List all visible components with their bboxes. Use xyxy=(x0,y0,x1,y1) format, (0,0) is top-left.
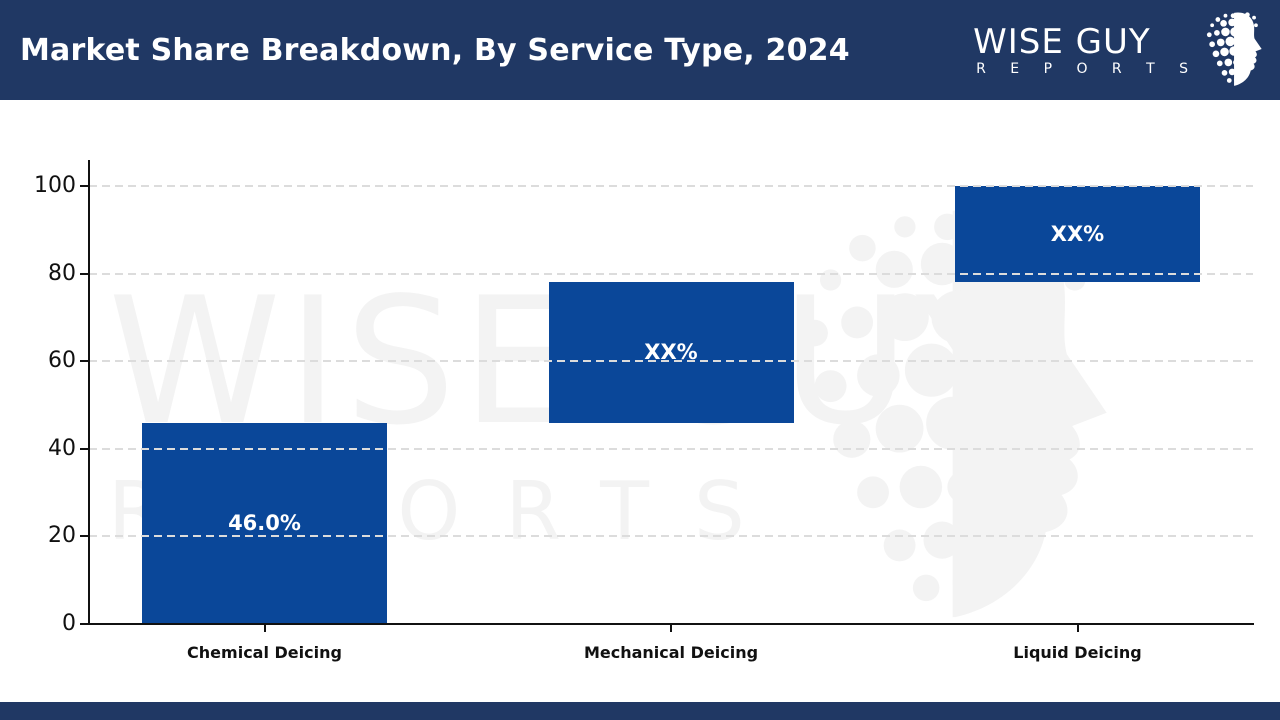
bar-value-label-2: XX% xyxy=(644,340,698,365)
gridline-40 xyxy=(89,447,1253,450)
x-tick-1 xyxy=(263,625,266,632)
chart-plot-area: WISE GUY REPORTS 0 20 40 60 80 100 Chemical De… xyxy=(0,100,1280,702)
x-tick-label-2: Mechanical Deicing xyxy=(583,643,759,662)
header-bar: Market Share Breakdown, By Service Type,… xyxy=(0,0,1280,100)
x-tick-3 xyxy=(1076,625,1079,632)
bar-2 xyxy=(548,282,794,423)
gridline-60 xyxy=(89,360,1253,363)
brand-logo: WISE GUY R E P O R T S xyxy=(973,10,1280,90)
logo-subtext: R E P O R T S xyxy=(976,60,1198,77)
y-tick-label-80: 80 xyxy=(48,260,76,286)
gridline-20 xyxy=(89,535,1253,538)
y-tick-label-60: 60 xyxy=(48,348,76,374)
y-tick-60 xyxy=(80,360,88,363)
y-tick-40 xyxy=(80,447,88,450)
y-axis-line xyxy=(88,160,90,625)
x-axis-line xyxy=(88,623,1254,625)
bar-3 xyxy=(955,186,1200,283)
y-tick-label-100: 100 xyxy=(34,173,76,198)
x-tick-2 xyxy=(670,625,672,632)
bar-1 xyxy=(142,422,387,624)
footer-bar xyxy=(0,702,1280,720)
bar-value-label-3: XX% xyxy=(1050,222,1105,247)
y-tick-0 xyxy=(80,623,88,625)
gridline-80 xyxy=(89,272,1253,275)
x-tick-label-1: Chemical Deicing xyxy=(187,643,342,662)
plot-layer: 0 20 40 60 80 100 Chemical Deicing 46.0% Mechani… xyxy=(0,100,1280,702)
bar-value-label-1: 46.0% xyxy=(228,511,301,536)
y-tick-label-0: 0 xyxy=(62,611,76,636)
y-tick-20 xyxy=(80,535,88,538)
y-tick-80 xyxy=(80,272,88,275)
logo-wordmark: WISE GUY xyxy=(973,21,1151,62)
y-tick-100 xyxy=(80,185,88,187)
y-tick-label-40: 40 xyxy=(48,435,76,461)
x-tick-label-3: Liquid Deicing xyxy=(1013,643,1142,662)
gridline-100 xyxy=(89,185,1253,187)
chart-title: Market Share Breakdown, By Service Type,… xyxy=(20,32,850,68)
y-tick-label-20: 20 xyxy=(48,523,76,549)
brand-logo-text: WISE GUY R E P O R T S xyxy=(973,25,1198,76)
logo-face-icon xyxy=(1206,12,1262,86)
